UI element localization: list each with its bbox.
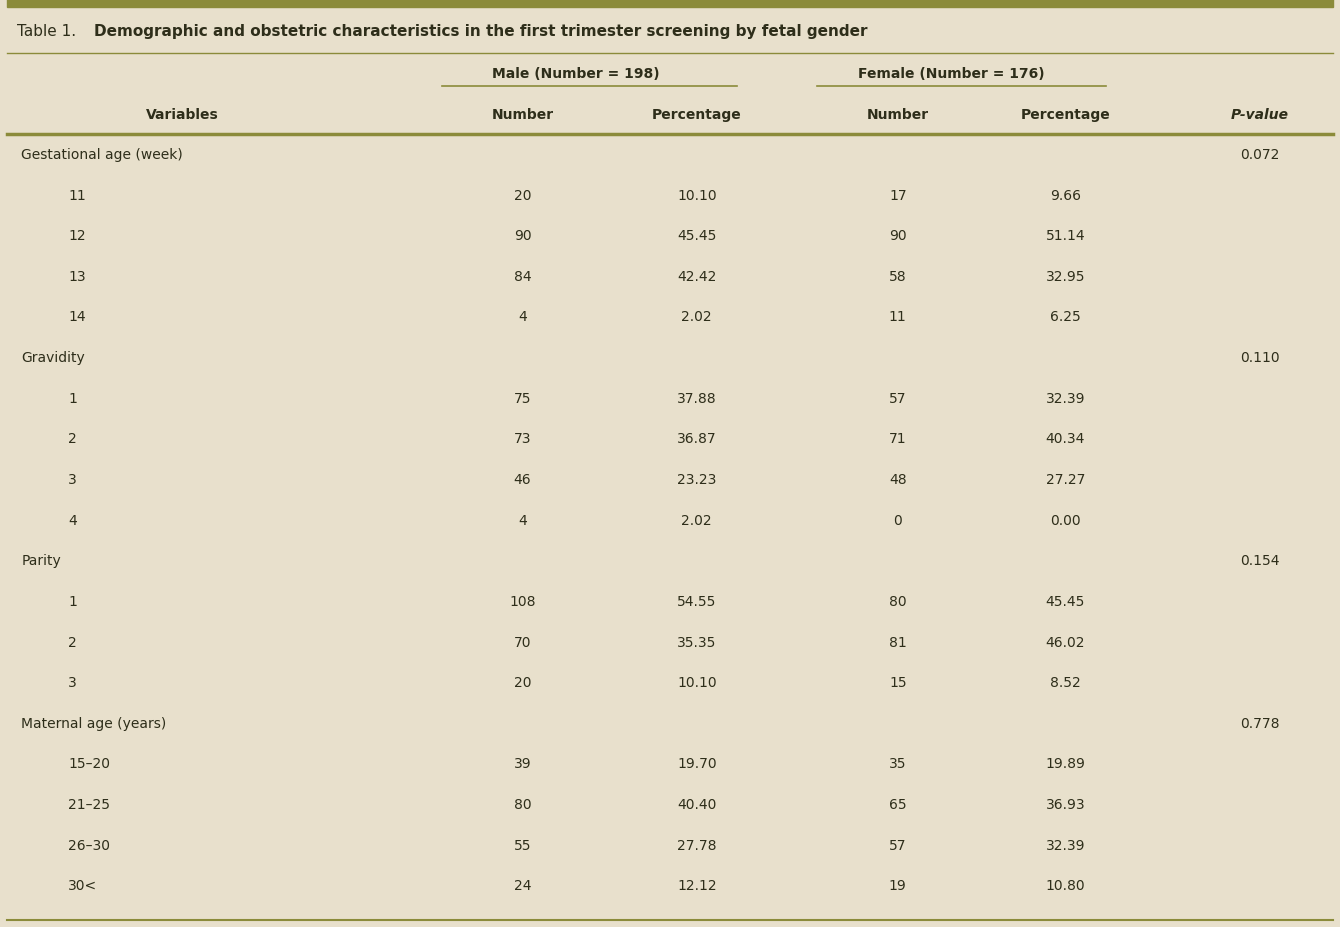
Text: 2: 2 xyxy=(68,635,78,649)
Text: 32.39: 32.39 xyxy=(1045,838,1085,852)
Text: Percentage: Percentage xyxy=(653,108,741,121)
Text: 11: 11 xyxy=(68,188,86,202)
Text: 13: 13 xyxy=(68,270,86,284)
Text: 84: 84 xyxy=(513,270,532,284)
Text: 36.93: 36.93 xyxy=(1045,797,1085,811)
Text: 3: 3 xyxy=(68,676,78,690)
Text: 11: 11 xyxy=(888,311,907,324)
Text: 15–20: 15–20 xyxy=(68,756,110,770)
Text: 90: 90 xyxy=(513,229,532,243)
Text: Gravidity: Gravidity xyxy=(21,350,86,364)
Text: Maternal age (years): Maternal age (years) xyxy=(21,716,166,730)
Text: Number: Number xyxy=(867,108,929,121)
Text: 58: 58 xyxy=(888,270,907,284)
Text: Demographic and obstetric characteristics in the first trimester screening by fe: Demographic and obstetric characteristic… xyxy=(94,23,867,39)
Text: Male (Number = 198): Male (Number = 198) xyxy=(492,67,661,82)
Text: 35: 35 xyxy=(888,756,907,770)
Text: P-value: P-value xyxy=(1230,108,1289,121)
Text: 6.25: 6.25 xyxy=(1051,311,1080,324)
Text: 2.02: 2.02 xyxy=(682,513,712,527)
Text: 10.80: 10.80 xyxy=(1045,879,1085,893)
Text: 2.02: 2.02 xyxy=(682,311,712,324)
Text: 108: 108 xyxy=(509,594,536,608)
Text: 57: 57 xyxy=(888,838,907,852)
Text: 35.35: 35.35 xyxy=(677,635,717,649)
Text: 45.45: 45.45 xyxy=(677,229,717,243)
Text: 10.10: 10.10 xyxy=(677,188,717,202)
Text: 48: 48 xyxy=(888,473,907,487)
Text: 80: 80 xyxy=(513,797,532,811)
Text: 21–25: 21–25 xyxy=(68,797,110,811)
Text: 30<: 30< xyxy=(68,879,98,893)
Text: 19: 19 xyxy=(888,879,907,893)
Text: 1: 1 xyxy=(68,594,78,608)
Text: 15: 15 xyxy=(888,676,907,690)
Text: 24: 24 xyxy=(513,879,532,893)
Text: 73: 73 xyxy=(513,432,532,446)
Text: 81: 81 xyxy=(888,635,907,649)
Text: 45.45: 45.45 xyxy=(1045,594,1085,608)
Text: 42.42: 42.42 xyxy=(677,270,717,284)
Text: Number: Number xyxy=(492,108,553,121)
Text: 14: 14 xyxy=(68,311,86,324)
Text: 1: 1 xyxy=(68,391,78,405)
Text: 40.34: 40.34 xyxy=(1045,432,1085,446)
Text: 20: 20 xyxy=(513,676,532,690)
Text: 40.40: 40.40 xyxy=(677,797,717,811)
Text: 0.154: 0.154 xyxy=(1240,553,1280,567)
Text: 12.12: 12.12 xyxy=(677,879,717,893)
Text: 9.66: 9.66 xyxy=(1049,188,1081,202)
Bar xyxy=(7,0,1333,8)
Text: 0.072: 0.072 xyxy=(1240,147,1280,161)
Text: 8.52: 8.52 xyxy=(1051,676,1080,690)
Text: 12: 12 xyxy=(68,229,86,243)
Text: 4: 4 xyxy=(519,513,527,527)
Text: 4: 4 xyxy=(68,513,78,527)
Text: 0.778: 0.778 xyxy=(1240,716,1280,730)
Text: 90: 90 xyxy=(888,229,907,243)
Text: 57: 57 xyxy=(888,391,907,405)
Text: 0.00: 0.00 xyxy=(1051,513,1080,527)
Text: 3: 3 xyxy=(68,473,78,487)
Text: 46: 46 xyxy=(513,473,532,487)
Text: 19.70: 19.70 xyxy=(677,756,717,770)
Text: 26–30: 26–30 xyxy=(68,838,110,852)
Text: Female (Number = 176): Female (Number = 176) xyxy=(858,67,1045,82)
Text: 32.39: 32.39 xyxy=(1045,391,1085,405)
Text: 54.55: 54.55 xyxy=(677,594,717,608)
Text: Table 1.: Table 1. xyxy=(17,23,76,39)
Text: 80: 80 xyxy=(888,594,907,608)
Text: 2: 2 xyxy=(68,432,78,446)
Text: 32.95: 32.95 xyxy=(1045,270,1085,284)
Text: 0: 0 xyxy=(894,513,902,527)
Text: 46.02: 46.02 xyxy=(1045,635,1085,649)
Text: 10.10: 10.10 xyxy=(677,676,717,690)
Text: 71: 71 xyxy=(888,432,907,446)
Text: 20: 20 xyxy=(513,188,532,202)
Text: 37.88: 37.88 xyxy=(677,391,717,405)
Text: 23.23: 23.23 xyxy=(677,473,717,487)
Text: 27.27: 27.27 xyxy=(1045,473,1085,487)
Text: Parity: Parity xyxy=(21,553,62,567)
Text: 36.87: 36.87 xyxy=(677,432,717,446)
Text: Percentage: Percentage xyxy=(1021,108,1110,121)
Text: Gestational age (week): Gestational age (week) xyxy=(21,147,184,161)
Text: 19.89: 19.89 xyxy=(1045,756,1085,770)
Text: 51.14: 51.14 xyxy=(1045,229,1085,243)
Text: 55: 55 xyxy=(513,838,532,852)
Text: 75: 75 xyxy=(513,391,532,405)
Text: 65: 65 xyxy=(888,797,907,811)
Text: 70: 70 xyxy=(513,635,532,649)
Text: 4: 4 xyxy=(519,311,527,324)
Text: 17: 17 xyxy=(888,188,907,202)
Text: 27.78: 27.78 xyxy=(677,838,717,852)
Text: Variables: Variables xyxy=(146,108,218,121)
Text: 39: 39 xyxy=(513,756,532,770)
Text: 0.110: 0.110 xyxy=(1240,350,1280,364)
